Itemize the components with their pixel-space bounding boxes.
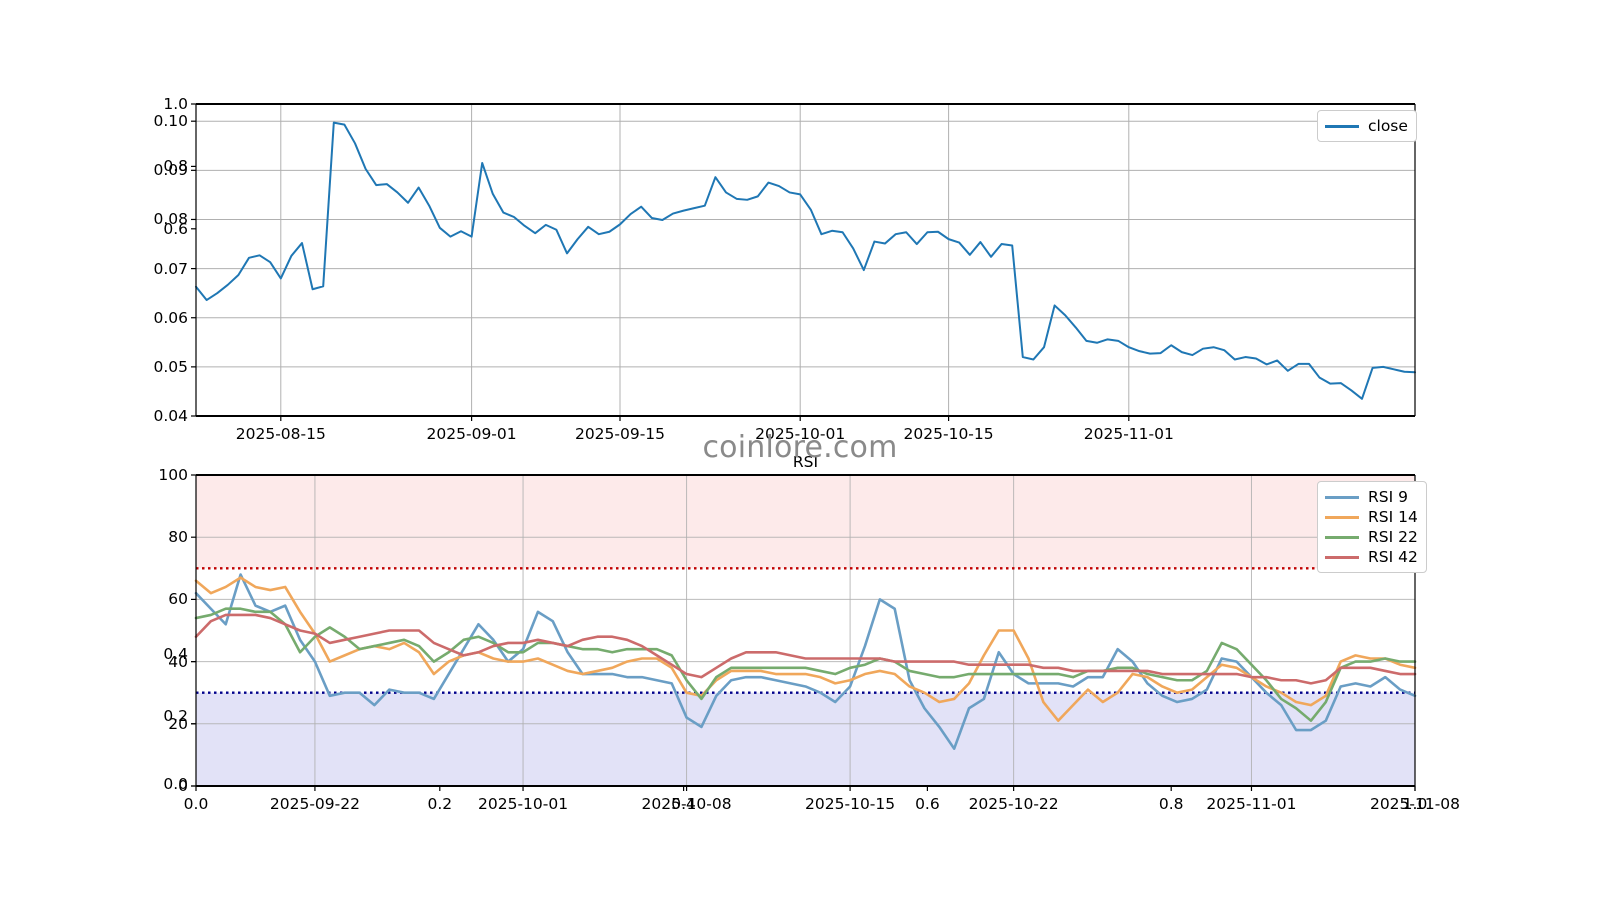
rsi-x-tick-label: 2025-10-08 <box>641 795 732 813</box>
rsi-y-tick-label: 100 <box>158 466 188 484</box>
price-x-tick-label: 2025-09-15 <box>574 425 666 443</box>
price-y-tick-label: 0.06 <box>153 308 188 327</box>
rsi-x-overlay-tick-label: 0.4 <box>671 795 696 813</box>
rsi-y-overlay-tick-label: 0.2 <box>163 706 188 725</box>
legend-item: RSI 22 <box>1325 527 1418 547</box>
legend-color-swatch <box>1325 124 1359 128</box>
rsi-x-overlay-tick-label: 1.0 <box>1402 795 1428 813</box>
rsi-y-overlay-tick-label: 0.4 <box>163 644 188 663</box>
legend-item: close <box>1325 116 1408 136</box>
legend-item: RSI 14 <box>1325 507 1418 527</box>
legend-item: RSI 9 <box>1325 487 1418 507</box>
rsi-line-rsi-9 <box>194 573 1417 750</box>
rsi-panel-title: RSI <box>792 453 819 471</box>
legend-item: RSI 42 <box>1325 547 1418 567</box>
price-x-tick-label: 2025-10-15 <box>903 425 994 443</box>
legend-label: RSI 9 <box>1368 488 1408 506</box>
price-x-tick-label: 2025-11-01 <box>1083 425 1174 443</box>
price-x-tick-label: 2025-09-01 <box>426 425 517 443</box>
legend-color-swatch <box>1325 555 1359 559</box>
legend-label: RSI 42 <box>1368 548 1418 566</box>
price-y-overlay-tick-label: 0.6 <box>163 219 188 238</box>
rsi-x-overlay-tick-label: 0.8 <box>1158 795 1184 813</box>
price-legend: close <box>1317 110 1417 142</box>
rsi-y-overlay-tick-label: 0.0 <box>163 775 188 793</box>
legend-label: RSI 14 <box>1368 508 1418 526</box>
rsi-x-tick-label: 2025-10-22 <box>968 795 1059 813</box>
rsi-legend: RSI 9 RSI 14 RSI 22 RSI 42 <box>1317 481 1427 573</box>
rsi-x-overlay-tick-label: 0.0 <box>183 795 209 813</box>
rsi-x-tick-label: 2025-10-01 <box>478 795 569 813</box>
rsi-y-tick-label: 20 <box>168 714 188 733</box>
legend-label: close <box>1368 117 1408 135</box>
legend-color-swatch <box>1325 495 1359 499</box>
rsi-y-tick-label: 80 <box>168 528 188 547</box>
price-y-tick-label: 0.07 <box>153 259 188 278</box>
price-y-tick-label: 0.08 <box>153 210 188 229</box>
rsi-x-overlay-tick-label: 0.2 <box>427 795 453 813</box>
rsi-line-rsi-22 <box>194 607 1417 722</box>
legend-color-swatch <box>1325 535 1359 539</box>
rsi-x-tick-label: 2025-11-08 <box>1369 795 1461 813</box>
rsi-y-tick-label: 60 <box>168 590 188 609</box>
rsi-x-tick-label: 2025-10-15 <box>805 795 896 813</box>
price-y-tick-label: 0.05 <box>153 357 188 376</box>
price-y-tick-label: 0.09 <box>153 161 188 180</box>
legend-label: RSI 22 <box>1368 528 1418 546</box>
price-x-tick-label: 2025-08-15 <box>235 425 326 443</box>
rsi-y-tick-label: 0 <box>178 777 188 795</box>
coinlore-watermark: coinlore.com <box>702 430 898 465</box>
rsi-x-overlay-tick-label: 0.6 <box>915 795 940 813</box>
rsi-line-rsi-42 <box>194 613 1417 685</box>
price-x-tick-label: 2025-10-01 <box>755 425 846 443</box>
price-y-tick-label: 0.10 <box>153 112 188 131</box>
rsi-x-tick-label: 2025-09-22 <box>269 795 360 813</box>
price-y-overlay-tick-label: 0.8 <box>163 157 188 176</box>
rsi-x-tick-label: 2025-11-01 <box>1206 795 1297 813</box>
price-y-overlay-tick-label: 1.0 <box>163 95 188 113</box>
legend-color-swatch <box>1325 515 1359 519</box>
close-price-line <box>195 121 1416 400</box>
price-y-tick-label: 0.04 <box>153 407 188 425</box>
rsi-y-tick-label: 40 <box>168 652 188 671</box>
